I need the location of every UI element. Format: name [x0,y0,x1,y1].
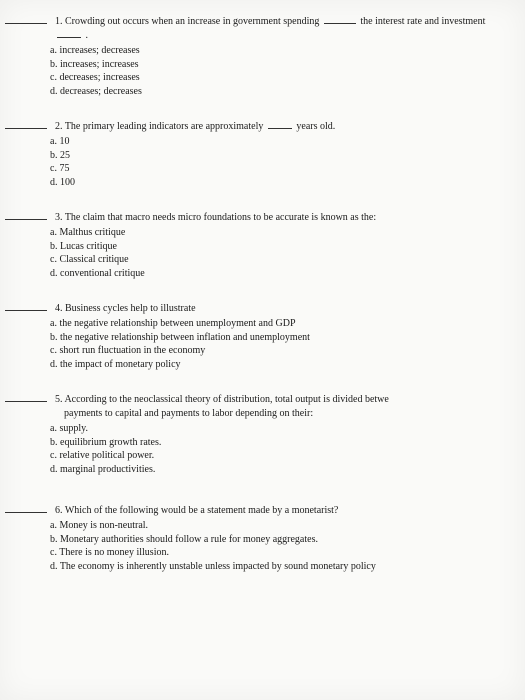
option-text: relative political power. [59,450,154,461]
option-b: b. the negative relationship between inf… [50,331,515,345]
option-text: Lucas critique [60,241,117,252]
question-block-6: 6. Which of the following would be a sta… [50,504,515,573]
option-text: marginal productivities. [60,464,155,475]
options-list: a. supply. b. equilibrium growth rates. … [50,422,515,476]
option-a: a. supply. [50,422,515,436]
question-number: 5. [55,394,63,405]
option-b: b. Monetary authorities should follow a … [50,533,515,547]
question-number: 6. [55,505,63,516]
answer-blank [5,128,47,129]
option-a: a. the negative relationship between une… [50,317,515,331]
question-block-1: 1. Crowding out occurs when an increase … [50,15,515,98]
question-number: 3. [55,212,63,223]
question-block-3: 3. The claim that macro needs micro foun… [50,211,515,280]
inline-blank [268,128,292,129]
inline-blank [324,23,356,24]
option-text: 25 [60,150,70,161]
options-list: a. 10 b. 25 c. 75 d. 100 [50,135,515,189]
option-text: the negative relationship between inflat… [60,332,310,343]
option-text: There is no money illusion. [59,547,169,558]
option-c: c. 75 [50,162,515,176]
option-text: equilibrium growth rates. [60,437,161,448]
question-number: 4. [55,303,63,314]
option-text: 10 [59,136,69,147]
question-number: 2. [55,121,63,132]
option-a: a. Malthus critique [50,226,515,240]
question-block-2: 2. The primary leading indicators are ap… [50,120,515,189]
option-text: Classical critique [59,254,128,265]
question-part: The claim that macro needs micro foundat… [65,212,376,223]
answer-blank [5,512,47,513]
option-c: c. There is no money illusion. [50,546,515,560]
options-list: a. Money is non-neutral. b. Monetary aut… [50,519,515,573]
option-text: conventional critique [60,268,145,279]
option-text: 75 [59,163,69,174]
option-b: b. increases; increases [50,58,515,72]
question-part: years old. [296,121,335,132]
option-d: d. marginal productivities. [50,463,515,477]
question-part: Business cycles help to illustrate [65,303,196,314]
question-text-2: 2. The primary leading indicators are ap… [55,120,515,134]
option-text: 100 [60,177,75,188]
question-part: The primary leading indicators are appro… [65,121,264,132]
option-text: increases; decreases [59,45,139,56]
question-continuation: payments to capital and payments to labo… [50,407,515,421]
option-c: c. Classical critique [50,253,515,267]
option-text: increases; increases [60,59,139,70]
option-d: d. the impact of monetary policy [50,358,515,372]
option-a: a. 10 [50,135,515,149]
option-text: Monetary authorities should follow a rul… [60,534,318,545]
answer-blank [5,310,47,311]
question-text-4: 4. Business cycles help to illustrate [55,302,515,316]
question-block-5: 5. According to the neoclassical theory … [50,393,515,476]
option-d: d. conventional critique [50,267,515,281]
option-b: b. 25 [50,149,515,163]
option-text: decreases; decreases [60,86,142,97]
exam-paper: 1. Crowding out occurs when an increase … [0,0,525,700]
option-text: the impact of monetary policy [60,359,181,370]
question-text-1: 1. Crowding out occurs when an increase … [55,15,515,43]
option-text: decreases; increases [59,72,139,83]
options-list: a. the negative relationship between une… [50,317,515,371]
options-list: a. increases; decreases b. increases; in… [50,44,515,98]
answer-blank [5,219,47,220]
option-text: the negative relationship between unempl… [59,318,295,329]
inline-blank [57,37,81,38]
option-b: b. Lucas critique [50,240,515,254]
option-a: a. Money is non-neutral. [50,519,515,533]
option-text: short run fluctuation in the economy [59,345,205,356]
option-text: Malthus critique [59,227,125,238]
question-part: According to the neoclassical theory of … [64,394,388,405]
option-d: d. decreases; decreases [50,85,515,99]
option-b: b. equilibrium growth rates. [50,436,515,450]
option-a: a. increases; decreases [50,44,515,58]
answer-blank [5,23,47,24]
question-text-3: 3. The claim that macro needs micro foun… [55,211,515,225]
option-d: d. The economy is inherently unstable un… [50,560,515,574]
answer-blank [5,401,47,402]
option-text: The economy is inherently unstable unles… [60,561,376,572]
question-part: Which of the following would be a statem… [65,505,339,516]
question-number: 1. [55,16,63,27]
option-c: c. short run fluctuation in the economy [50,344,515,358]
question-block-4: 4. Business cycles help to illustrate a.… [50,302,515,371]
question-text-6: 6. Which of the following would be a sta… [55,504,515,518]
question-part: Crowding out occurs when an increase in … [65,16,319,27]
option-text: supply. [59,423,88,434]
options-list: a. Malthus critique b. Lucas critique c.… [50,226,515,280]
question-text-5: 5. According to the neoclassical theory … [55,393,515,407]
option-text: Money is non-neutral. [59,520,148,531]
question-part: the interest rate and investment [360,16,485,27]
option-c: c. decreases; increases [50,71,515,85]
option-c: c. relative political power. [50,449,515,463]
option-d: d. 100 [50,176,515,190]
question-part: . [86,30,89,41]
